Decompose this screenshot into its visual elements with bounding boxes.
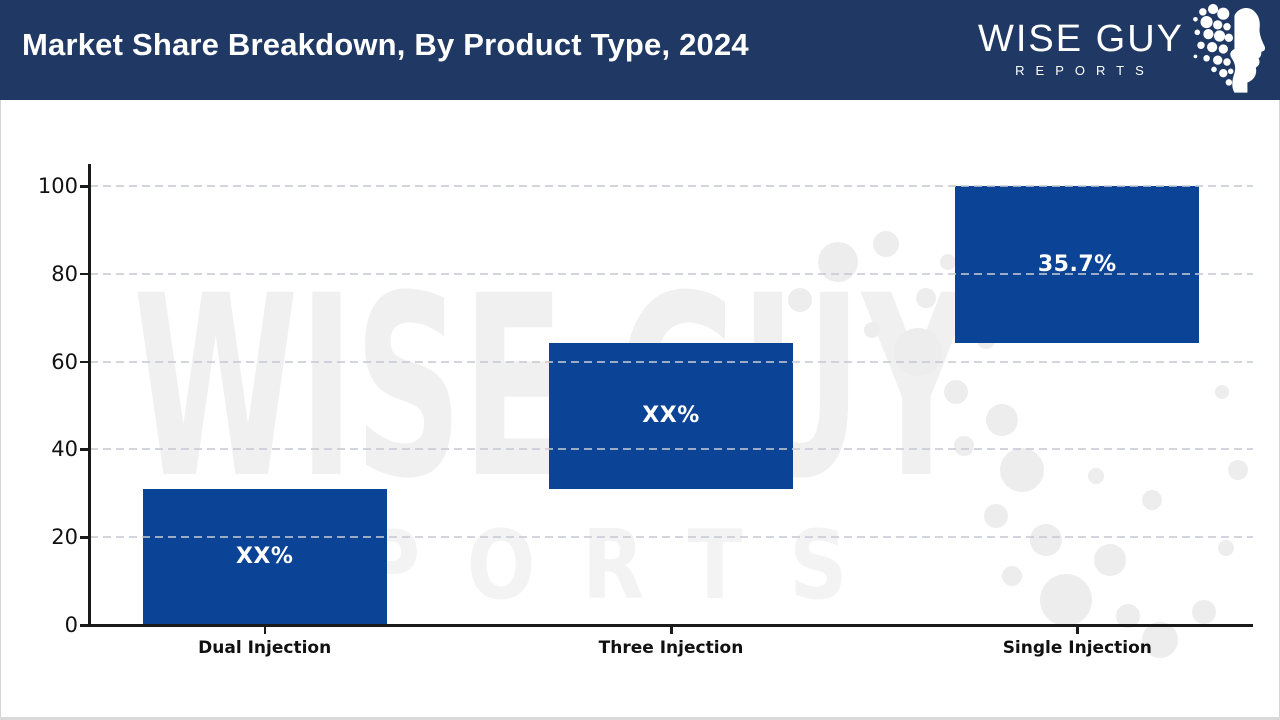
y-axis-tick bbox=[80, 448, 89, 451]
watermark-dot bbox=[1040, 574, 1092, 626]
x-axis-tick bbox=[670, 626, 673, 634]
watermark-dot bbox=[873, 231, 899, 257]
bottom-border bbox=[0, 717, 1280, 720]
watermark-dot bbox=[1218, 540, 1234, 556]
x-axis-tick bbox=[1076, 626, 1079, 634]
y-axis-tick-label: 0 bbox=[64, 613, 78, 637]
watermark-dot bbox=[986, 404, 1018, 436]
y-axis-tick-label: 80 bbox=[51, 261, 78, 286]
gridline bbox=[90, 536, 1253, 539]
watermark-dot bbox=[916, 288, 936, 308]
watermark-dot bbox=[894, 328, 942, 376]
watermark-dot bbox=[984, 504, 1008, 528]
bar-three-injection: XX% bbox=[549, 342, 793, 489]
y-axis-tick bbox=[80, 272, 89, 276]
watermark-dot bbox=[1030, 524, 1062, 556]
watermark-dot bbox=[1094, 544, 1126, 576]
logo-head-icon bbox=[1193, 4, 1266, 93]
watermark-dot bbox=[788, 288, 812, 312]
logo-text: WISE GUY REPORTS bbox=[978, 20, 1184, 78]
x-axis-tick-label: Dual Injection bbox=[198, 638, 332, 658]
bar-value-label: 35.7% bbox=[1037, 251, 1117, 277]
logo-wordmark: WISE GUY bbox=[977, 18, 1184, 60]
watermark-dot bbox=[954, 436, 974, 456]
y-axis-tick bbox=[80, 536, 89, 539]
watermark-dot bbox=[1088, 468, 1104, 484]
x-axis-tick-label: Single Injection bbox=[1002, 638, 1152, 658]
gridline bbox=[90, 360, 1253, 363]
y-axis-tick-label: 40 bbox=[51, 437, 78, 462]
header: Market Share Breakdown, By Product Type,… bbox=[0, 0, 1280, 100]
watermark-dot bbox=[1002, 566, 1022, 586]
bar-value-label: XX% bbox=[235, 544, 294, 570]
page-title: Market Share Breakdown, By Product Type,… bbox=[22, 27, 749, 62]
gridline bbox=[90, 185, 1253, 187]
gridline bbox=[90, 448, 1253, 451]
watermark-dot bbox=[1000, 448, 1044, 492]
x-axis-tick-label: Three Injection bbox=[598, 638, 744, 658]
y-axis-tick-label: 60 bbox=[51, 349, 78, 374]
bar-value-label: XX% bbox=[642, 403, 700, 429]
watermark-dot bbox=[818, 242, 858, 282]
watermark-dot bbox=[1142, 490, 1162, 510]
wiseguy-logo: WISE GUY REPORTS bbox=[978, 4, 1266, 94]
y-axis-tick bbox=[80, 185, 89, 188]
bar-dual-injection: XX% bbox=[142, 488, 387, 625]
y-axis-spine bbox=[88, 164, 91, 628]
y-axis-tick bbox=[80, 624, 89, 627]
watermark-dot bbox=[864, 322, 880, 338]
watermark-dot bbox=[1192, 600, 1216, 624]
x-axis-tick bbox=[263, 626, 267, 634]
watermark-dot bbox=[1228, 460, 1248, 480]
x-axis-spine bbox=[88, 624, 1253, 627]
y-axis-tick-label: 20 bbox=[51, 525, 78, 550]
y-axis-tick bbox=[80, 360, 89, 364]
left-border bbox=[0, 100, 1, 720]
bar-single-injection: 35.7% bbox=[955, 186, 1200, 343]
watermark-dot bbox=[940, 254, 956, 270]
logo-subtitle: REPORTS bbox=[1015, 63, 1155, 78]
watermark-dot bbox=[1215, 385, 1229, 399]
watermark-dot bbox=[944, 380, 968, 404]
y-axis-tick-label: 100 bbox=[37, 174, 78, 198]
gridline bbox=[90, 272, 1253, 275]
watermark-dot bbox=[1142, 622, 1178, 658]
